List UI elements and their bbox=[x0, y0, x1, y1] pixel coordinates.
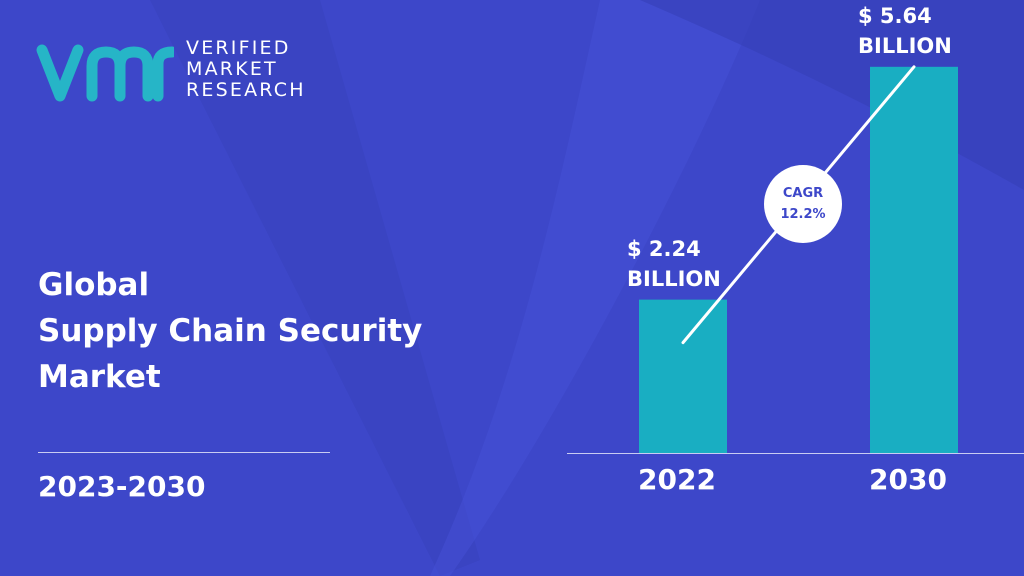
value-label-line: $ 2.24 bbox=[627, 236, 701, 261]
brand-line-1: VERIFIED bbox=[186, 37, 291, 59]
value-label-line: $ 5.64 bbox=[858, 3, 932, 28]
brand-name: VERIFIED MARKET RESEARCH bbox=[186, 38, 306, 101]
page-title: Global Supply Chain Security Market bbox=[38, 262, 422, 400]
chart-baseline bbox=[567, 453, 1024, 454]
brand-logo: VERIFIED MARKET RESEARCH bbox=[34, 38, 324, 108]
category-label-2030: 2030 bbox=[869, 463, 947, 496]
value-label-2022: $ 2.24 BILLION bbox=[627, 234, 721, 294]
bar-2030 bbox=[870, 66, 958, 454]
cagr-badge: CAGR 12.2% bbox=[764, 165, 842, 243]
forecast-period: 2023-2030 bbox=[38, 470, 206, 503]
v-shape-left bbox=[150, 0, 480, 576]
brand-line-3: RESEARCH bbox=[186, 79, 306, 101]
value-label-line: BILLION bbox=[858, 33, 952, 58]
curve-top-right bbox=[640, 0, 1024, 190]
title-line-1: Global bbox=[38, 267, 150, 303]
category-label-2022: 2022 bbox=[638, 463, 716, 496]
brand-line-2: MARKET bbox=[186, 58, 278, 80]
cagr-value: 12.2% bbox=[780, 207, 826, 222]
value-label-line: BILLION bbox=[627, 266, 721, 291]
value-label-2030: $ 5.64 BILLION bbox=[858, 1, 952, 61]
title-line-3: Market bbox=[38, 359, 161, 395]
divider-left bbox=[38, 452, 330, 453]
v-shape-right bbox=[430, 0, 760, 576]
cagr-label: CAGR bbox=[782, 186, 824, 201]
vmr-logo-icon bbox=[36, 44, 174, 102]
title-line-2: Supply Chain Security bbox=[38, 313, 423, 349]
bar-2022 bbox=[639, 299, 727, 453]
